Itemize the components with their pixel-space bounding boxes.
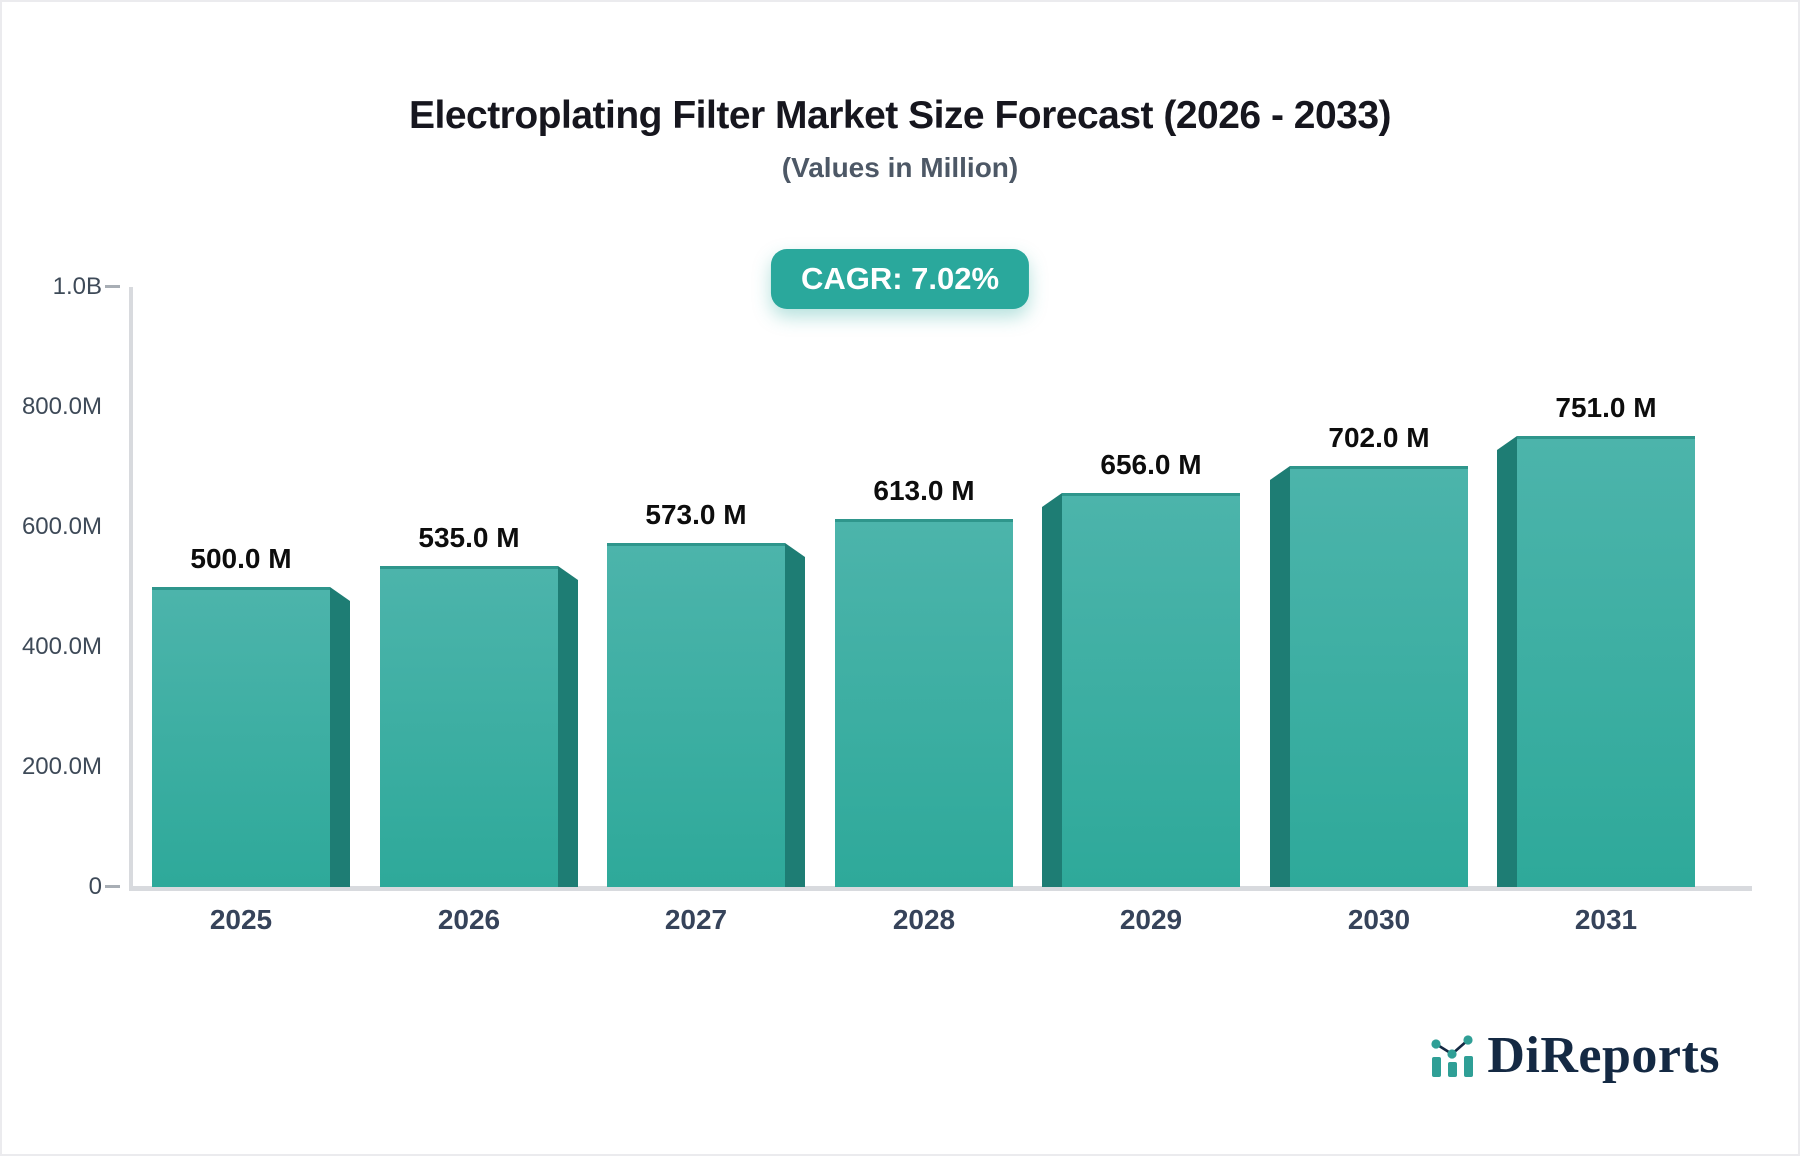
x-axis-label: 2028: [892, 904, 956, 935]
y-axis-tick: [105, 285, 120, 288]
y-axis-label: 800.0M: [21, 393, 102, 420]
bar-value-label: 500.0 M: [190, 543, 292, 574]
bar-value-label: 535.0 M: [418, 522, 520, 553]
x-axis-label: 2030: [1347, 904, 1411, 935]
y-axis-line: [129, 287, 133, 891]
bar: [152, 587, 330, 887]
x-axis-label: 2031: [1574, 904, 1638, 935]
x-axis-label: 2025: [209, 904, 273, 935]
bar-side: [1497, 436, 1517, 887]
bar: [607, 543, 785, 887]
x-axis-label: 2026: [437, 904, 501, 935]
y-axis-label: 200.0M: [21, 753, 102, 780]
bar: [1290, 466, 1468, 887]
bar: [1517, 436, 1695, 887]
bar-side: [1270, 466, 1290, 887]
bar-value-label: 751.0 M: [1555, 392, 1657, 423]
bar-side: [1042, 493, 1062, 887]
bar-side: [785, 543, 805, 887]
bar: [1062, 493, 1240, 887]
y-axis-label: 1.0B: [52, 273, 102, 300]
bar-value-label: 613.0 M: [873, 475, 975, 506]
bar: [835, 519, 1013, 887]
x-axis-line: [129, 886, 1752, 891]
logo-text: DiReports: [1487, 1027, 1720, 1084]
bar-value-label: 573.0 M: [645, 499, 747, 530]
x-axis-label: 2027: [664, 904, 728, 935]
bar-value-label: 702.0 M: [1328, 422, 1430, 453]
cagr-badge: CAGR: 7.02%: [770, 249, 1030, 309]
y-axis-label: 0: [88, 873, 102, 900]
direports-logo: DiReports: [1429, 1030, 1720, 1082]
bar-line-chart-icon: [1431, 1035, 1474, 1077]
bar: [380, 566, 558, 887]
chart-subtitle: (Values in Million): [781, 152, 1019, 183]
page-title: Electroplating Filter Market Size Foreca…: [408, 94, 1392, 137]
x-axis-label: 2029: [1119, 904, 1183, 935]
bar-side: [558, 566, 578, 887]
y-axis-label: 400.0M: [21, 633, 102, 660]
y-axis-tick: [105, 885, 120, 888]
bar-value-label: 656.0 M: [1100, 449, 1202, 480]
bar-side: [330, 587, 350, 887]
y-axis-label: 600.0M: [21, 513, 102, 540]
